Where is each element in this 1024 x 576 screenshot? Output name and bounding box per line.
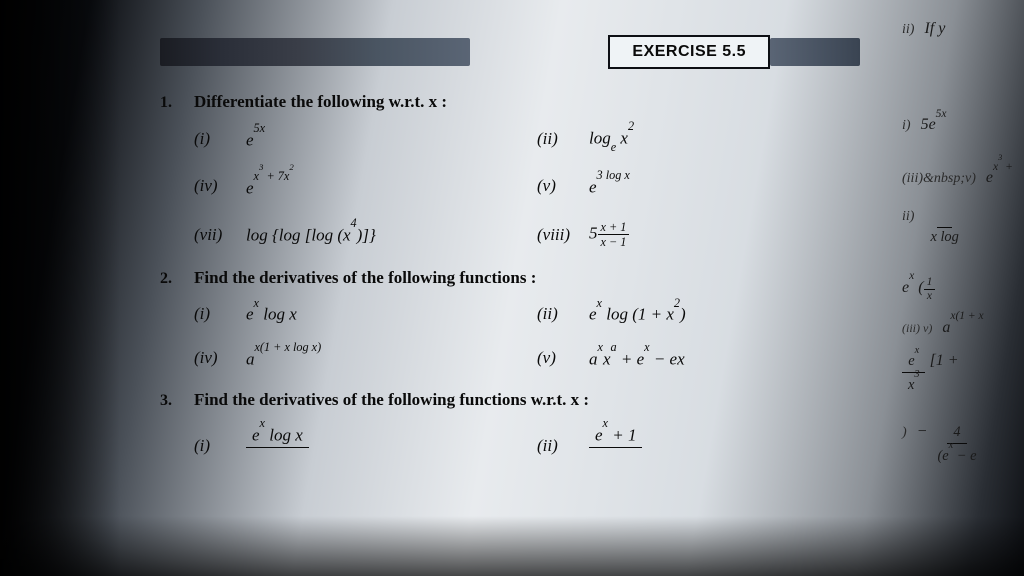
item-expr: ax(1 + x log x) (246, 347, 321, 370)
q3-item-ii: (ii) ex + 1 (537, 424, 860, 469)
q1-item-i: (i) e5x (194, 126, 517, 152)
item-expr: axxa + ex − ex (589, 347, 685, 370)
rp-5: ex (1x (894, 276, 1024, 302)
item-label: (v) (537, 348, 579, 368)
item-expr: 5x + 1x − 1 (589, 221, 629, 248)
rp-7: exx3 [1 + (894, 351, 1024, 393)
q1-item-ii: (ii) loge x2 (537, 126, 860, 152)
rp-2: i) 5e5x (894, 114, 1024, 134)
q2-items: (i) ex log x (ii) ex log (1 + x2) (iv) a… (194, 302, 860, 369)
item-label: (i) (194, 129, 236, 149)
item-label: (iv) (194, 348, 236, 368)
q1-item-v: (v) e3 log x (537, 174, 860, 199)
question-number: 2. (160, 270, 194, 288)
item-expr: ex + 1 (589, 424, 642, 469)
q1-item-iv: (iv) ex3 + 7x2 (194, 174, 517, 199)
item-expr: ex log (1 + x2) (589, 302, 686, 325)
question-text: Find the derivatives of the following fu… (194, 268, 536, 288)
question-2: 2. Find the derivatives of the following… (160, 268, 860, 288)
item-expr: e5x (246, 128, 265, 151)
q3-items: (i) ex log x (ii) ex + 1 (194, 424, 860, 469)
item-label: (ii) (537, 129, 579, 149)
q2-item-v: (v) axxa + ex − ex (537, 347, 860, 370)
question-3: 3. Find the derivatives of the following… (160, 390, 860, 410)
item-expr: loge x2 (589, 126, 634, 152)
item-expr: ex3 + 7x2 (246, 174, 294, 199)
banner-stripe-right (770, 38, 860, 66)
question-text: Find the derivatives of the following fu… (194, 390, 589, 410)
rp-8: ) − 4(ex − e (894, 423, 1024, 464)
item-label: (ii) (537, 436, 579, 456)
q1-item-viii: (viii) 5x + 1x − 1 (537, 221, 860, 248)
rp-4: ii) x log (894, 207, 1024, 246)
q3-item-i: (i) ex log x (194, 424, 517, 469)
item-expr: ex log x (246, 424, 309, 469)
question-1: 1. Differentiate the following w.r.t. x … (160, 92, 860, 112)
item-label: (viii) (537, 225, 579, 245)
question-number: 1. (160, 94, 194, 112)
exercise-banner: EXERCISE 5.5 (160, 30, 860, 74)
item-label: (v) (537, 176, 579, 196)
question-text: Differentiate the following w.r.t. x : (194, 92, 447, 112)
question-number: 3. (160, 392, 194, 410)
rp-3: (iii)&nbsp;v) ex3 + (894, 164, 1024, 187)
item-label: (i) (194, 436, 236, 456)
q2-item-i: (i) ex log x (194, 302, 517, 325)
item-expr: log {log [log (x4)]} (246, 223, 376, 246)
item-expr: e3 log x (589, 175, 630, 198)
banner-stripe-left (160, 38, 470, 66)
q1-item-vii: (vii) log {log [log (x4)]} (194, 221, 517, 248)
item-label: (iv) (194, 176, 236, 196)
rp-1: ii) If y (894, 20, 1024, 38)
q2-item-ii: (ii) ex log (1 + x2) (537, 302, 860, 325)
item-label: (vii) (194, 225, 236, 245)
exercise-title: EXERCISE 5.5 (632, 43, 746, 60)
rp-6: (iii) v) ax(1 + x (894, 317, 1024, 337)
textbook-page-right-edge: ii) If y i) 5e5x (iii)&nbsp;v) ex3 + ii)… (894, 0, 1024, 576)
exercise-title-box: EXERCISE 5.5 (608, 35, 770, 69)
item-label: (ii) (537, 304, 579, 324)
item-label: (i) (194, 304, 236, 324)
item-expr: ex log x (246, 302, 297, 325)
q2-item-iv: (iv) ax(1 + x log x) (194, 347, 517, 370)
shadow-overlay-left (0, 0, 120, 576)
q1-items: (i) e5x (ii) loge x2 (iv) ex3 + 7x2 (v) … (194, 126, 860, 248)
textbook-page-left: EXERCISE 5.5 1. Differentiate the follow… (120, 0, 900, 576)
